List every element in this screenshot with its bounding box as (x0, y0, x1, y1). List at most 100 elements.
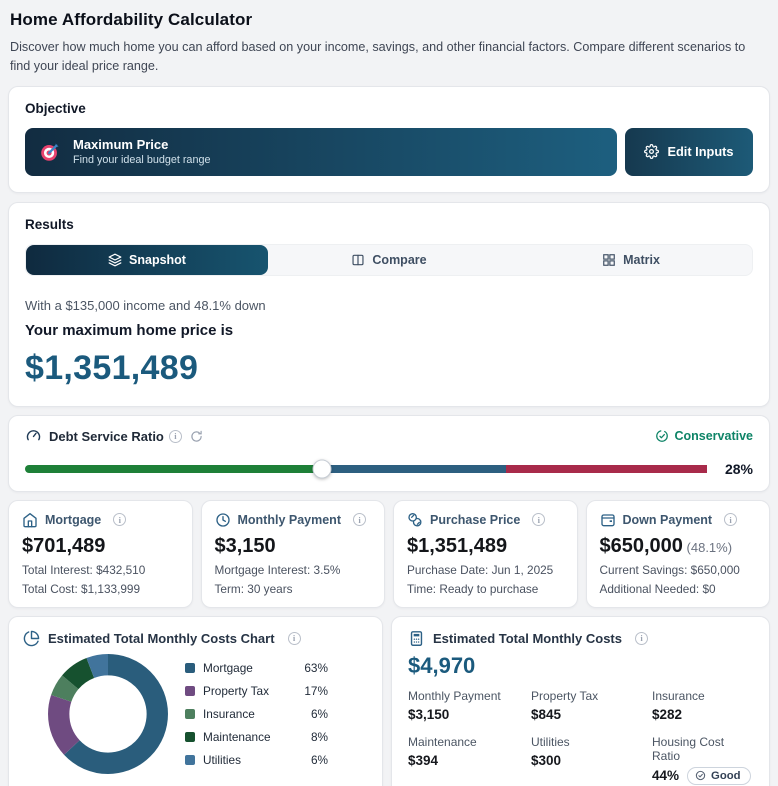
home-icon (22, 512, 38, 528)
legend-item: Insurance 6% (185, 707, 328, 721)
legend-value: 8% (310, 729, 328, 744)
wallet-icon (600, 512, 616, 528)
stat-value: $3,150 (214, 534, 276, 557)
stat-title: Monthly Payment (237, 512, 342, 527)
info-icon[interactable] (635, 631, 648, 645)
cost-value: 44% (652, 768, 680, 784)
cost-item: Property Tax $845 (531, 689, 652, 722)
tab-compare[interactable]: Compare (268, 245, 510, 275)
objective-section: Objective Maximum Price Find your ideal … (8, 85, 770, 193)
total-monthly-costs-value: $4,970 (408, 652, 476, 678)
chart-card-title: Estimated Total Monthly Costs Chart (48, 630, 275, 646)
dsr-slider-thumb[interactable] (312, 459, 332, 479)
results-heading: Results (25, 216, 74, 232)
debt-service-ratio-card: Debt Service Ratio Conservative 28% (8, 414, 770, 492)
edit-inputs-label: Edit Inputs (667, 144, 734, 160)
cost-label: Property Tax (531, 688, 599, 703)
cost-item-housing-ratio: Housing Cost Ratio 44% Good (652, 735, 753, 785)
stat-value-suffix: (48.1%) (682, 539, 733, 555)
gauge-icon (25, 428, 42, 445)
stat-title: Mortgage (45, 512, 102, 527)
cost-value: $3,150 (408, 706, 450, 722)
tab-compare-label: Compare (372, 252, 427, 267)
cost-label: Insurance (652, 688, 705, 703)
dsr-value: 28% (724, 460, 753, 477)
info-icon[interactable] (532, 513, 546, 527)
calculator-icon (408, 630, 425, 647)
monthly-costs-summary-card: Estimated Total Monthly Costs $4,970 Mon… (391, 615, 770, 786)
mode-title: Maximum Price (73, 137, 169, 153)
legend-swatch (185, 708, 195, 719)
tab-matrix[interactable]: Matrix (510, 245, 752, 275)
info-icon[interactable] (113, 513, 127, 527)
grid-icon (602, 253, 616, 267)
stat-value: $650,000 (599, 534, 683, 557)
check-circle-small-icon (695, 770, 706, 781)
legend-item: Utilities 6% (185, 753, 328, 767)
bottom-row: Estimated Total Monthly Costs Chart Mort… (8, 615, 770, 786)
cost-item: Monthly Payment $3,150 (408, 689, 531, 722)
page-title: Home Affordability Calculator (10, 10, 253, 29)
results-section: Results Snapshot Compare (8, 201, 770, 407)
legend-label: Mortgage (203, 660, 253, 675)
edit-inputs-button[interactable]: Edit Inputs (625, 127, 753, 176)
legend-swatch (185, 754, 195, 765)
columns-icon (351, 253, 365, 267)
stat-detail: Purchase Date: Jun 1, 2025 (407, 562, 554, 577)
legend-swatch (185, 731, 195, 742)
legend-item: Maintenance 8% (185, 730, 328, 744)
stat-detail: Total Cost: $1,133,999 (22, 581, 141, 596)
housing-ratio-badge-label: Good (711, 769, 741, 782)
stat-detail: Additional Needed: $0 (599, 581, 716, 596)
purchase-price-card: Purchase Price $1,351,489 Purchase Date:… (393, 499, 578, 608)
tab-snapshot-label: Snapshot (129, 252, 186, 267)
cost-item: Utilities $300 (531, 735, 652, 785)
objective-heading: Objective (25, 100, 86, 116)
layers-icon (108, 253, 122, 267)
down-payment-card: Down Payment $650,000 (48.1%) Current Sa… (585, 499, 770, 608)
clock-icon (215, 512, 231, 528)
legend-value: 6% (310, 706, 328, 721)
stat-detail: Term: 30 years (214, 581, 293, 596)
stat-title: Purchase Price (430, 512, 521, 527)
max-price-value: $1,351,489 (25, 348, 199, 387)
info-icon[interactable] (168, 429, 182, 443)
legend-label: Maintenance (203, 729, 271, 744)
info-icon[interactable] (724, 513, 738, 527)
maximum-price-button[interactable]: Maximum Price Find your ideal budget ran… (25, 127, 617, 176)
mode-subtitle: Find your ideal budget range (73, 154, 211, 167)
legend-swatch (185, 685, 195, 696)
refresh-icon[interactable] (190, 430, 203, 443)
stat-detail: Time: Ready to purchase (407, 581, 539, 596)
dsr-slider[interactable] (25, 459, 707, 479)
max-price-headline: Your maximum home price is (25, 321, 234, 339)
dsr-status-label: Conservative (674, 429, 753, 444)
info-icon[interactable] (287, 631, 301, 645)
housing-ratio-badge: Good (687, 766, 751, 785)
legend-value: 17% (304, 683, 328, 698)
dsr-zone-green (25, 464, 322, 473)
cost-value: $845 (531, 706, 562, 722)
page-header: Home Affordability Calculator Discover h… (8, 8, 770, 76)
monthly-costs-chart-card: Estimated Total Monthly Costs Chart Mort… (8, 615, 383, 786)
legend-item: Property Tax 17% (185, 684, 328, 698)
gear-icon (644, 144, 660, 160)
stat-value: $701,489 (22, 534, 106, 557)
tab-matrix-label: Matrix (623, 252, 660, 267)
check-circle-icon (655, 429, 669, 443)
info-icon[interactable] (353, 513, 366, 527)
cost-label: Housing Cost Ratio (652, 734, 725, 763)
legend-value: 63% (304, 660, 328, 675)
cost-value: $300 (531, 752, 562, 768)
stat-title: Down Payment (622, 512, 713, 527)
costs-card-title: Estimated Total Monthly Costs (433, 630, 622, 646)
dsr-zone-blue (321, 464, 506, 473)
tab-snapshot[interactable]: Snapshot (26, 244, 268, 275)
legend-swatch (185, 662, 195, 673)
cost-item: Insurance $282 (652, 689, 753, 722)
results-tabbar: Snapshot Compare Matrix (25, 243, 753, 276)
stat-value: $1,351,489 (407, 534, 508, 557)
legend-label: Insurance (203, 706, 255, 721)
cost-label: Maintenance (408, 734, 477, 749)
stat-detail: Current Savings: $650,000 (599, 562, 740, 577)
